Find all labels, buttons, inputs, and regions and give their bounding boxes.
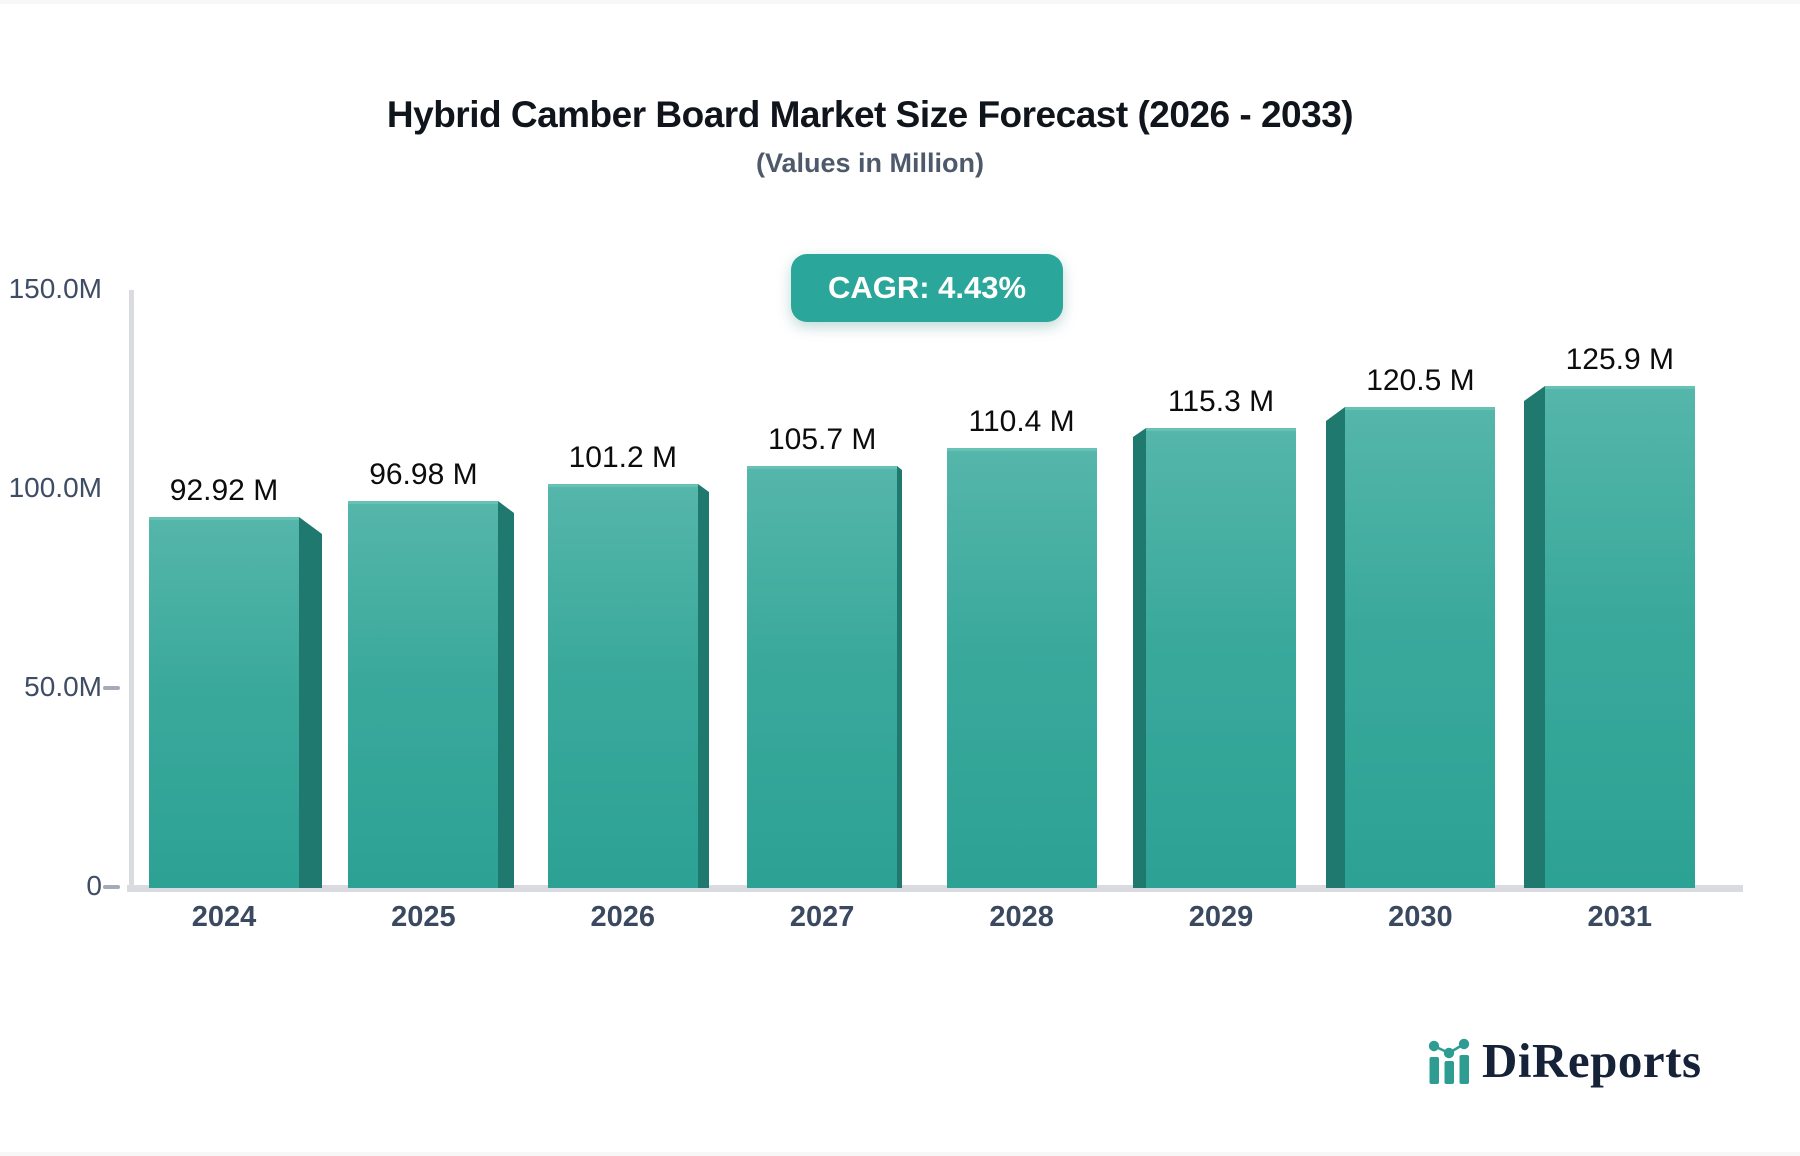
- y-axis-tick-label: 0: [86, 870, 102, 901]
- x-axis-category-label: 2029: [1188, 901, 1254, 933]
- bar-value-label: 125.9 M: [1565, 343, 1674, 376]
- bar-2030[interactable]: [1345, 407, 1495, 888]
- x-axis-category-label: 2025: [391, 901, 456, 933]
- bar-3d-side: [1524, 386, 1545, 888]
- y-axis-tick-label: 50.0M: [24, 671, 102, 702]
- bar-value-label: 110.4 M: [968, 405, 1075, 438]
- y-axis-tick-mark: [103, 885, 120, 889]
- bar-3d-side: [897, 466, 902, 888]
- cagr-badge: CAGR: 4.43%: [791, 254, 1063, 322]
- bar-value-label: 120.5 M: [1366, 364, 1475, 397]
- bar-value-label: 92.92 M: [169, 474, 279, 507]
- bar-value-label: 101.2 M: [568, 441, 677, 474]
- bar-2025[interactable]: [348, 501, 498, 888]
- x-axis-line: [127, 885, 1743, 892]
- page-edge-bottom: [0, 1152, 1800, 1156]
- x-axis-category-label: 2031: [1587, 901, 1653, 933]
- bar-3d-side: [299, 517, 322, 888]
- y-axis-tick-label: 100.0M: [8, 472, 102, 503]
- bar-2031[interactable]: [1545, 386, 1695, 888]
- bar-value-label: 105.7 M: [767, 423, 877, 456]
- page-edge-top: [0, 0, 1800, 4]
- x-axis-category-label: 2026: [590, 901, 656, 933]
- logo-text: DiReports: [1482, 1033, 1702, 1088]
- bar-2029[interactable]: [1146, 428, 1296, 888]
- y-axis-tick-label: 150.0M: [8, 273, 102, 304]
- cagr-badge-label: CAGR: 4.43%: [827, 270, 1027, 305]
- bar-2024[interactable]: [149, 517, 299, 888]
- bar-value-label: 115.3 M: [1167, 385, 1275, 418]
- bar-chart-dots-icon: [1428, 1038, 1470, 1084]
- x-axis-category-label: 2028: [989, 901, 1054, 933]
- bar-2026[interactable]: [548, 484, 698, 888]
- bar-3d-side: [1133, 428, 1146, 888]
- bar-3d-side: [498, 501, 514, 888]
- y-axis-tick-mark: [103, 686, 120, 690]
- bar-2028[interactable]: [947, 448, 1097, 888]
- x-axis-category-label: 2027: [789, 901, 855, 933]
- bar-2027[interactable]: [747, 466, 897, 888]
- x-axis-category-label: 2024: [191, 901, 257, 933]
- x-axis-category-label: 2030: [1388, 901, 1453, 933]
- y-axis-line: [129, 290, 134, 891]
- chart-title: Hybrid Camber Board Market Size Forecast…: [386, 94, 1354, 135]
- direports-logo: DiReports: [1428, 1036, 1702, 1086]
- chart-subtitle: (Values in Million): [755, 148, 985, 178]
- bar-3d-side: [1326, 407, 1345, 888]
- bar-value-label: 96.98 M: [369, 458, 478, 491]
- bar-3d-side: [698, 484, 709, 888]
